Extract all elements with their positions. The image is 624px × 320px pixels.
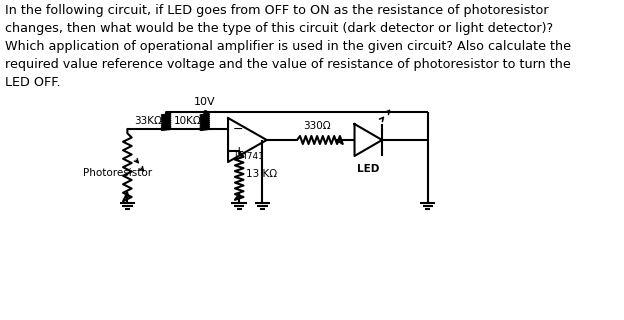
Text: Photoresistor: Photoresistor <box>82 168 152 178</box>
Text: 10V: 10V <box>194 97 216 107</box>
Text: In the following circuit, if LED goes from OFF to ON as the resistance of photor: In the following circuit, if LED goes fr… <box>5 4 571 89</box>
Text: 10KΩ: 10KΩ <box>173 116 202 125</box>
Text: −: − <box>233 123 244 135</box>
Text: LM741: LM741 <box>234 152 264 161</box>
Text: 33KΩ: 33KΩ <box>134 116 162 125</box>
Text: +: + <box>233 145 244 157</box>
Text: LED: LED <box>357 164 379 174</box>
Text: 330Ω: 330Ω <box>303 121 331 131</box>
Text: 13 KΩ: 13 KΩ <box>246 169 277 179</box>
